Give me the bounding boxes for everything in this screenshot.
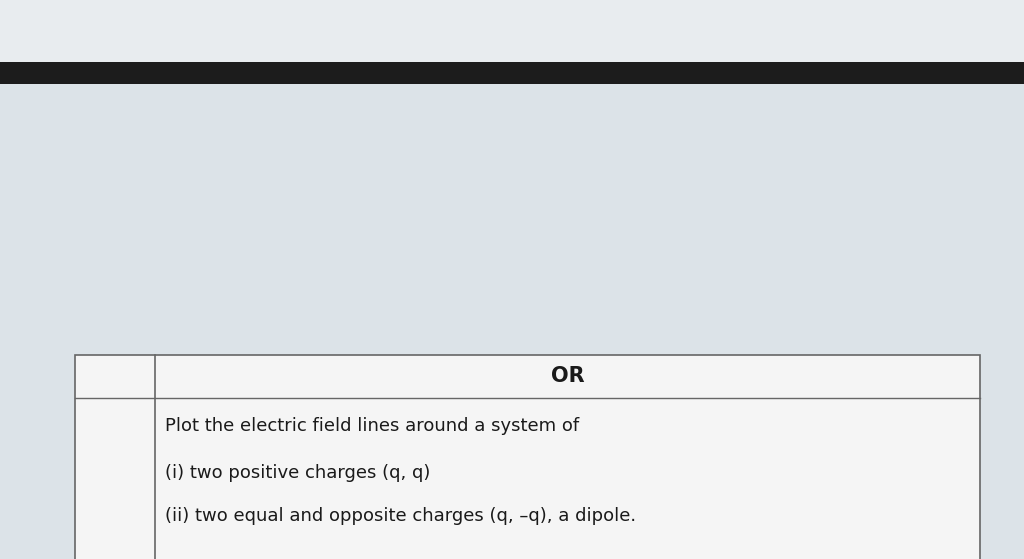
Text: Plot the electric field lines around a system of: Plot the electric field lines around a s… xyxy=(165,417,580,435)
Bar xyxy=(75,355,980,559)
Bar xyxy=(0,62,1024,84)
Text: (i) two positive charges (q, q): (i) two positive charges (q, q) xyxy=(165,464,430,482)
Bar xyxy=(0,0,1024,62)
Text: (ii) two equal and opposite charges (q, –q), a dipole.: (ii) two equal and opposite charges (q, … xyxy=(165,507,636,525)
Bar xyxy=(75,355,980,559)
Text: OR: OR xyxy=(551,367,585,386)
